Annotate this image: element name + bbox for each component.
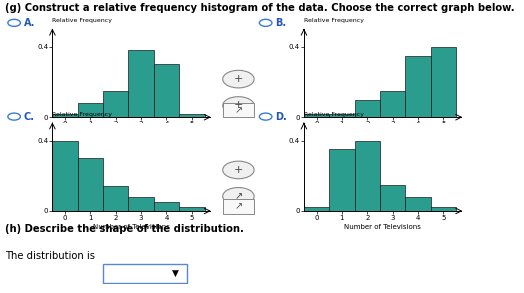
Text: (h) Describe the shape of the distribution.: (h) Describe the shape of the distributi… (5, 224, 244, 234)
Text: A.: A. (24, 18, 35, 28)
Text: ↗: ↗ (234, 202, 243, 212)
Text: +: + (234, 165, 243, 175)
Bar (304, 114, 329, 117)
Text: +: + (234, 100, 243, 110)
Bar (78, 158, 103, 211)
Text: C.: C. (24, 112, 35, 122)
Bar (128, 50, 154, 117)
Bar (128, 197, 154, 211)
Bar (431, 207, 456, 211)
Text: ▼: ▼ (172, 269, 179, 278)
Bar (103, 186, 128, 211)
FancyBboxPatch shape (103, 264, 187, 283)
Text: (g) Construct a relative frequency histogram of the data. Choose the correct gra: (g) Construct a relative frequency histo… (5, 3, 515, 13)
Bar (355, 100, 380, 117)
Bar (431, 47, 456, 117)
Text: Relative Frequency: Relative Frequency (304, 112, 364, 117)
Bar (179, 207, 204, 211)
Text: D.: D. (275, 112, 287, 122)
Bar (52, 141, 78, 211)
Text: ↗: ↗ (234, 105, 243, 115)
Bar (154, 202, 179, 211)
Bar (380, 185, 406, 211)
Bar (304, 207, 329, 211)
Text: B.: B. (275, 18, 286, 28)
X-axis label: Number of Televisions: Number of Televisions (344, 224, 421, 230)
Bar (329, 149, 355, 211)
Bar (355, 141, 380, 211)
Text: ↗: ↗ (234, 191, 243, 201)
Bar (103, 91, 128, 117)
Bar (78, 103, 103, 117)
X-axis label: Number of Televisions: Number of Televisions (93, 130, 169, 136)
Text: Relative Frequency: Relative Frequency (304, 18, 364, 23)
Bar (380, 91, 406, 117)
Text: Relative Frequency: Relative Frequency (52, 18, 113, 23)
Bar (406, 56, 431, 117)
Bar (406, 197, 431, 211)
X-axis label: Number of Televisions: Number of Televisions (93, 224, 169, 230)
X-axis label: Number of Televisions: Number of Televisions (344, 130, 421, 136)
Text: +: + (234, 74, 243, 84)
Bar (179, 114, 204, 117)
Bar (52, 114, 78, 117)
Text: The distribution is: The distribution is (5, 251, 95, 260)
Bar (154, 64, 179, 117)
Bar (329, 114, 355, 117)
Text: Relative Frequency: Relative Frequency (52, 112, 113, 117)
